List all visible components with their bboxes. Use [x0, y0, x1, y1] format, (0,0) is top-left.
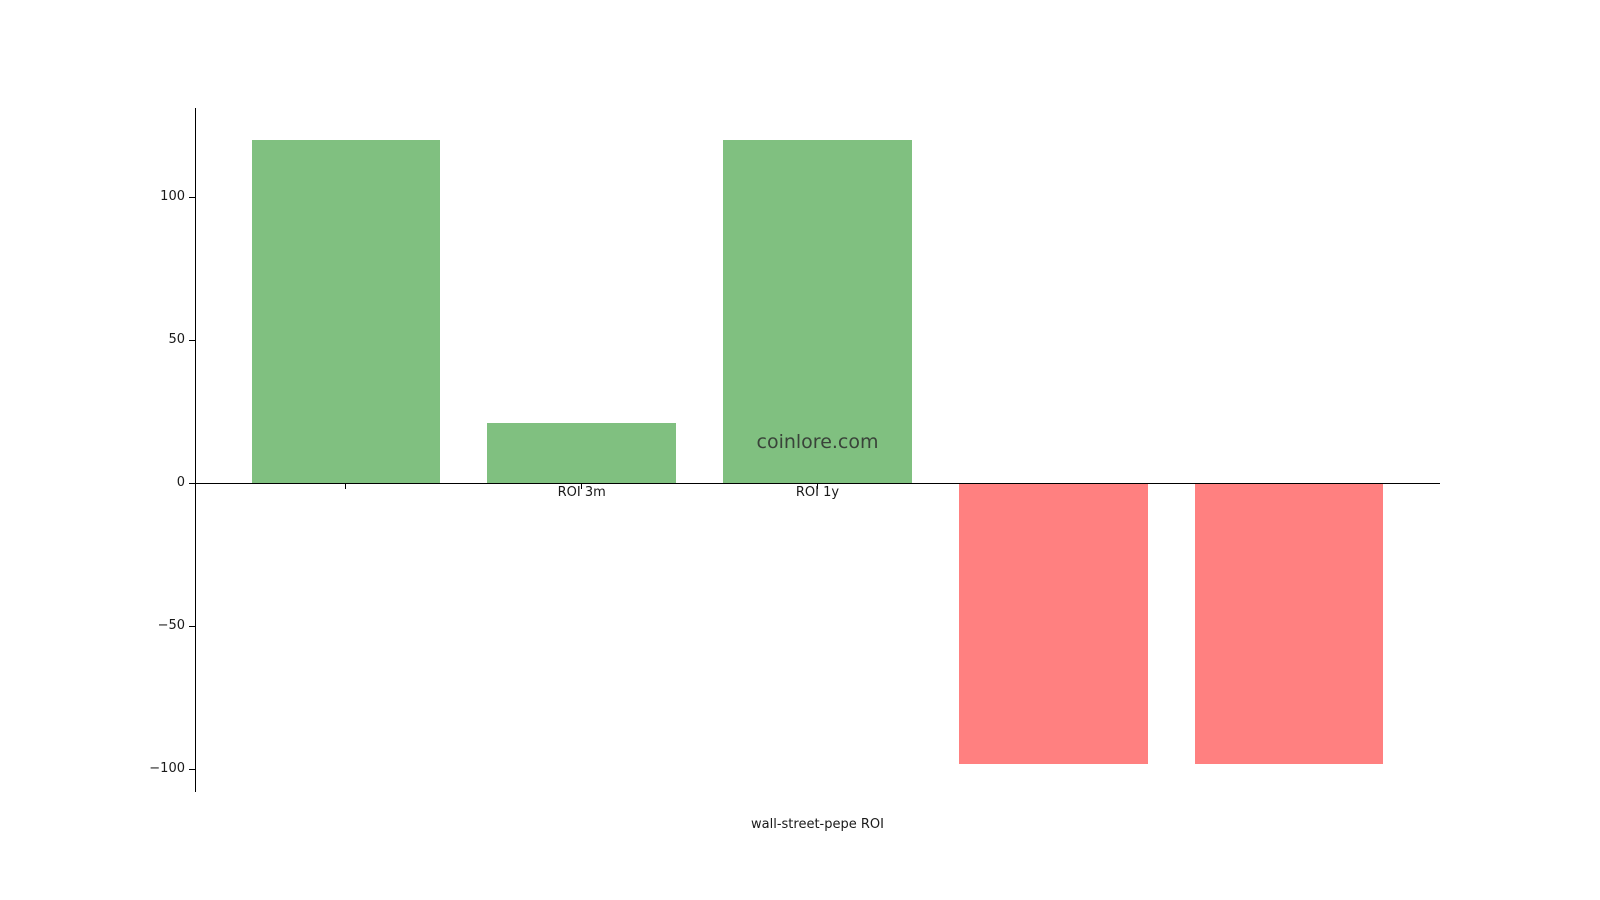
x-tick: [817, 484, 818, 489]
y-tick: [189, 483, 195, 484]
bar-roi-1y: [723, 139, 912, 483]
x-tick-label: ROI 1y: [795, 485, 840, 500]
bar-roi-3: [959, 484, 1148, 765]
y-tick: [189, 769, 195, 770]
y-tick: [189, 340, 195, 341]
y-tick-label: 0: [176, 475, 185, 490]
bar-roi-4: [1194, 484, 1384, 765]
bar-roi-0: [251, 139, 441, 483]
y-tick-label: −50: [157, 618, 185, 633]
bar-roi-3m: [487, 422, 676, 483]
x-axis-zero-line: [195, 483, 1440, 484]
y-tick: [189, 626, 195, 627]
y-axis-spine: [195, 108, 196, 792]
y-tick-label: 50: [168, 332, 185, 347]
y-tick-label: 100: [160, 189, 185, 204]
chart-xlabel: wall-street-pepe ROI: [751, 817, 884, 832]
y-tick-label: −100: [149, 761, 185, 776]
coinlore-watermark: coinlore.com: [756, 431, 879, 453]
y-tick: [189, 197, 195, 198]
x-tick: [581, 484, 583, 489]
x-tick-label: ROI 3m: [557, 485, 606, 500]
x-tick: [345, 484, 347, 489]
